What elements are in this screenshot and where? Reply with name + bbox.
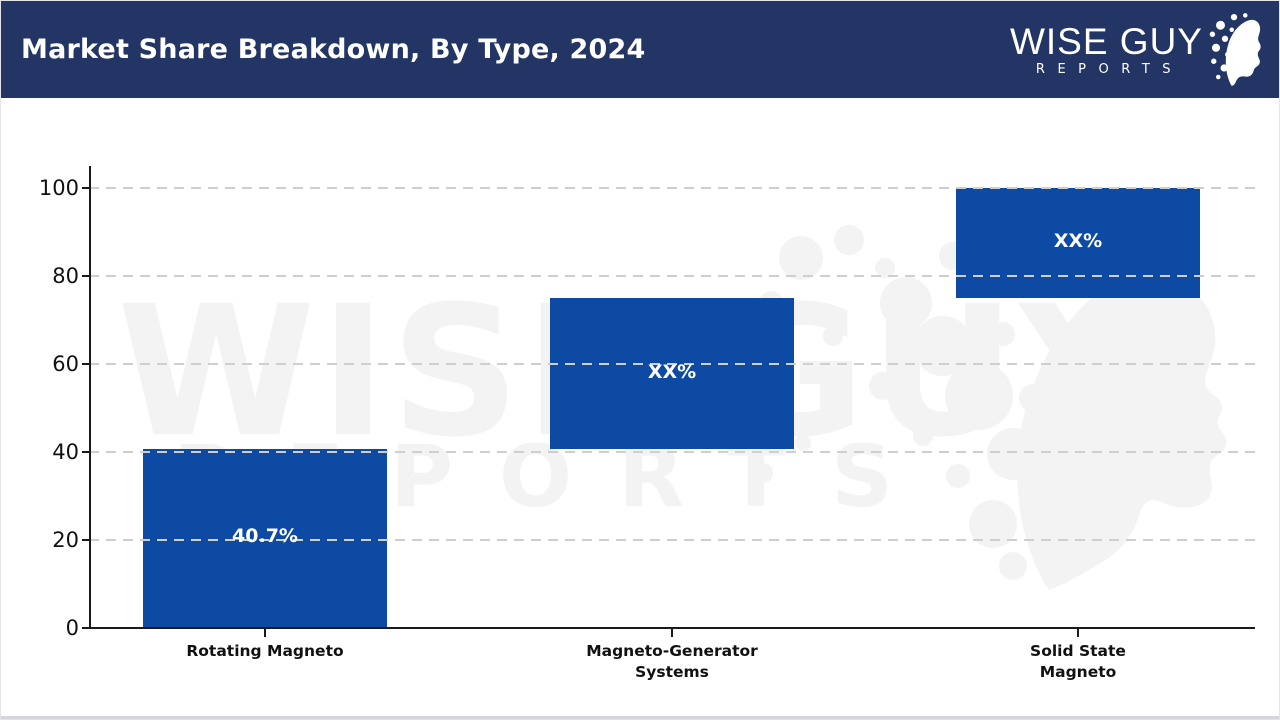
category-label-line: Magneto [1039,663,1117,681]
y-tick-label: 0 [65,616,79,640]
category-label: Solid State Magneto [918,641,1238,683]
x-tick-mark [264,629,266,637]
y-tick-label: 60 [52,352,79,376]
brand-logo-name: WISE GUY [1009,21,1203,62]
y-axis-spine [89,166,91,629]
chart-area: WISE GUY REPORTS [1,98,1279,718]
category-label-line: Solid State [1030,642,1126,660]
dotted-head-icon [1209,12,1261,86]
y-tick-label: 80 [52,264,79,288]
category-label: Magneto-Generator Systems [512,641,832,683]
brand-logo-sub: REPORTS [1035,62,1184,77]
page-title: Market Share Breakdown, By Type, 2024 [21,34,646,65]
y-tick-mark [82,539,90,541]
category-label-line: Systems [635,663,709,681]
bar-segment [143,448,387,628]
y-tick-mark [82,187,90,189]
grid-line [89,539,1255,541]
grid-line [89,187,1255,189]
y-tick-mark [82,451,90,453]
y-tick-mark [82,363,90,365]
grid-line [89,451,1255,453]
y-tick-label: 100 [38,176,79,200]
header: Market Share Breakdown, By Type, 2024 WI… [1,1,1279,98]
y-tick-mark [82,275,90,277]
bar-segment [550,298,794,449]
category-label: Rotating Magneto [105,641,425,662]
bar-value-label: XX% [1053,230,1103,253]
grid-line [89,275,1255,277]
bar-value-label: 40.7% [232,525,298,548]
x-tick-mark [1077,629,1079,637]
category-label-line: Rotating Magneto [186,642,344,660]
grid-line [89,363,1255,365]
y-tick-label: 20 [52,528,79,552]
y-tick-label: 40 [52,440,79,464]
bar-value-label: XX% [647,360,697,383]
y-tick-mark [82,627,90,629]
x-axis-spine [89,627,1255,629]
x-tick-mark [671,629,673,637]
brand-logo: WISE GUY REPORTS [1010,8,1261,92]
bottom-border-strip [1,716,1279,719]
category-label-line: Magneto-Generator [586,642,758,660]
brand-logo-text: WISE GUY REPORTS [1010,23,1203,76]
